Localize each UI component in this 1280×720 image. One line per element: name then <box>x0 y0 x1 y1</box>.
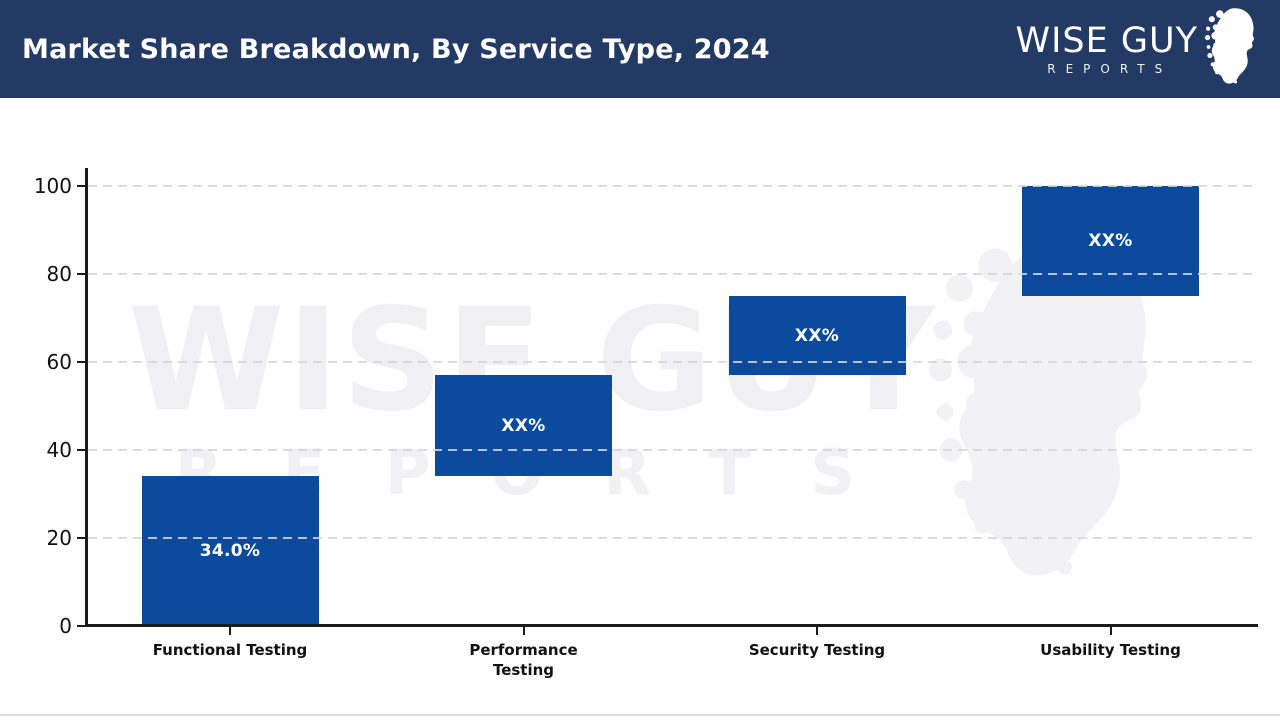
bar-1: 34.0% <box>141 476 319 626</box>
y-tick-label-100: 100 <box>33 174 72 198</box>
y-gridline-60 <box>88 361 1258 363</box>
x-axis-line <box>85 624 1258 627</box>
y-gridline-80 <box>88 273 1258 275</box>
y-tick-label-20: 20 <box>46 526 72 550</box>
page-title: Market Share Breakdown, By Service Type,… <box>22 33 770 65</box>
y-tick-label-40: 40 <box>46 438 72 462</box>
y-tick-label-60: 60 <box>46 350 72 374</box>
logo-subtitle: REPORTS <box>1047 61 1173 76</box>
x-tick-mark-2 <box>522 627 525 635</box>
y-gridline-100 <box>88 185 1258 187</box>
y-axis-line <box>85 168 88 627</box>
x-tick-mark-1 <box>229 627 231 635</box>
y-gridline-20 <box>88 537 1258 539</box>
x-category-label-2: Performance Testing <box>414 640 634 680</box>
bar-2: XX% <box>435 375 612 477</box>
x-category-label-line: Security Testing <box>748 641 886 659</box>
x-category-label-line: Usability Testing <box>1040 641 1181 659</box>
bar-value-label-3: XX% <box>794 325 840 346</box>
y-tick-label-0: 0 <box>59 614 72 638</box>
y-tick-mark-40 <box>77 449 86 451</box>
header-bar: Market Share Breakdown, By Service Type,… <box>0 0 1280 98</box>
watermark-head-icon <box>928 216 1180 612</box>
y-tick-mark-60 <box>77 361 86 363</box>
y-gridline-40 <box>88 449 1258 451</box>
y-tick-mark-0 <box>77 625 86 627</box>
bar-value-label-4: XX% <box>1088 231 1133 251</box>
bar-3: XX% <box>728 296 906 376</box>
y-tick-mark-20 <box>77 537 86 539</box>
x-category-label-3: Security Testing <box>707 640 927 660</box>
bar-4: XX% <box>1022 186 1199 296</box>
logo-text: WISE GUY REPORTS <box>1015 23 1198 76</box>
bar-value-label-1: 34.0% <box>199 541 261 562</box>
bar-value-label-2: XX% <box>501 415 546 436</box>
wiseguy-head-icon <box>1204 7 1262 91</box>
x-tick-mark-4 <box>1109 627 1112 635</box>
x-category-label-4: Usability Testing <box>1001 640 1221 660</box>
y-tick-mark-100 <box>77 185 86 187</box>
wiseguy-logo: WISE GUY REPORTS <box>1015 7 1262 91</box>
x-tick-mark-3 <box>816 627 818 635</box>
logo-wordmark: WISE GUY <box>1015 20 1198 61</box>
y-tick-mark-80 <box>77 273 86 275</box>
x-category-label-1: Functional Testing <box>120 640 340 660</box>
x-category-label-line: Performance <box>469 641 578 659</box>
y-tick-label-80: 80 <box>46 262 72 286</box>
chart-area: WISE GUY REPORTS 02040608010034.0%XX%XX%… <box>0 98 1280 720</box>
x-category-label-line: Functional Testing <box>152 641 308 659</box>
x-category-label-line: Testing <box>492 661 555 679</box>
footer-divider <box>0 714 1280 716</box>
